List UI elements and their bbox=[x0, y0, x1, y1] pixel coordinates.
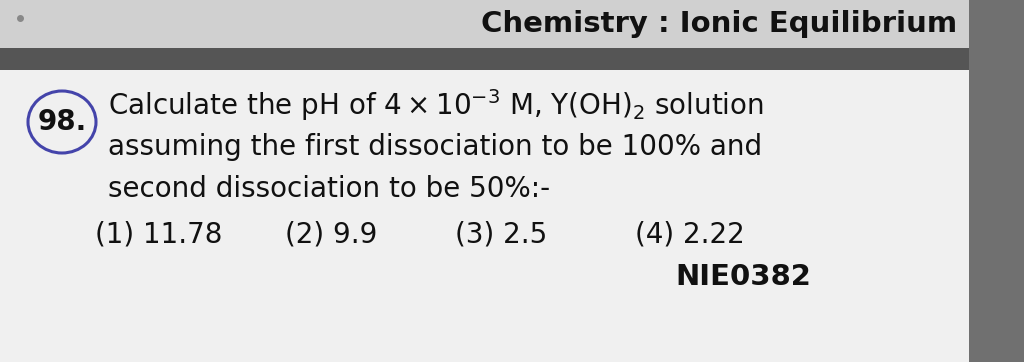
FancyBboxPatch shape bbox=[0, 48, 969, 70]
Text: Chemistry : Ionic Equilibrium: Chemistry : Ionic Equilibrium bbox=[481, 10, 957, 38]
Text: second dissociation to be 50%:-: second dissociation to be 50%:- bbox=[108, 175, 550, 203]
Text: 98.: 98. bbox=[37, 108, 87, 136]
Text: (3) 2.5: (3) 2.5 bbox=[455, 221, 547, 249]
FancyBboxPatch shape bbox=[969, 0, 1024, 362]
Text: assuming the first dissociation to be 100% and: assuming the first dissociation to be 10… bbox=[108, 133, 762, 161]
Text: (4) 2.22: (4) 2.22 bbox=[635, 221, 744, 249]
FancyBboxPatch shape bbox=[0, 0, 969, 48]
FancyBboxPatch shape bbox=[0, 0, 969, 362]
Text: Calculate the pH of $4 \times 10^{-3}$ M, Y(OH)$_2$ solution: Calculate the pH of $4 \times 10^{-3}$ M… bbox=[108, 87, 764, 123]
Text: (1) 11.78: (1) 11.78 bbox=[95, 221, 222, 249]
Text: (2) 9.9: (2) 9.9 bbox=[285, 221, 378, 249]
Text: NIE0382: NIE0382 bbox=[675, 263, 811, 291]
